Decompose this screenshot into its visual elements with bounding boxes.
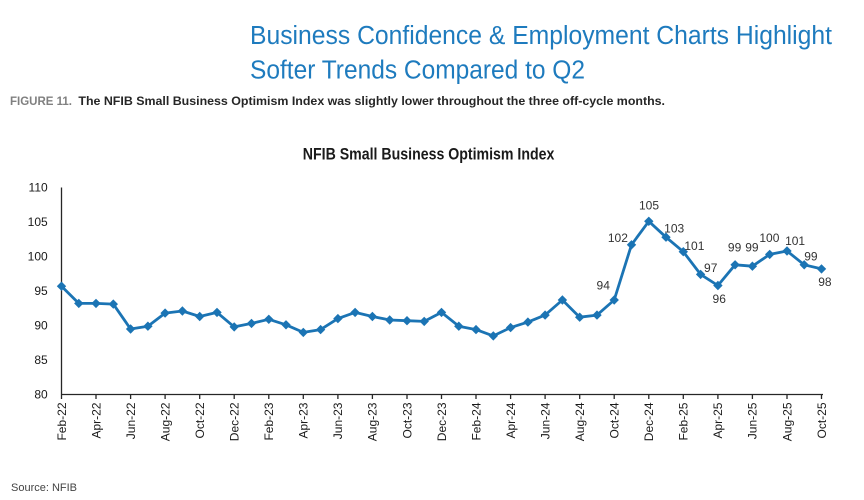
svg-text:Aug-25: Aug-25	[780, 402, 794, 441]
svg-text:100: 100	[759, 231, 779, 245]
svg-text:85: 85	[34, 353, 48, 367]
svg-text:Apr-25: Apr-25	[711, 402, 725, 438]
svg-text:Feb-24: Feb-24	[469, 402, 483, 440]
svg-text:Dec-22: Dec-22	[228, 402, 242, 441]
svg-text:94: 94	[597, 279, 611, 293]
svg-text:Apr-23: Apr-23	[297, 402, 311, 438]
svg-text:Source: NFIB: Source: NFIB	[11, 482, 77, 494]
svg-text:Apr-24: Apr-24	[504, 402, 518, 438]
svg-text:Feb-25: Feb-25	[677, 402, 691, 440]
svg-text:Feb-23: Feb-23	[262, 402, 276, 440]
svg-text:Business Confidence & Employme: Business Confidence & Employment Charts …	[250, 20, 833, 50]
svg-text:99: 99	[745, 241, 759, 255]
svg-text:98: 98	[818, 275, 832, 289]
svg-text:Oct-25: Oct-25	[815, 402, 829, 438]
svg-text:Oct-23: Oct-23	[400, 402, 414, 438]
svg-text:Aug-24: Aug-24	[573, 402, 587, 441]
svg-text:105: 105	[639, 199, 659, 213]
svg-text:Jun-22: Jun-22	[124, 402, 138, 439]
svg-text:110: 110	[29, 181, 48, 195]
svg-text:101: 101	[785, 234, 805, 248]
svg-text:Softer Trends Compared to Q2: Softer Trends Compared to Q2	[250, 55, 585, 85]
svg-text:Dec-23: Dec-23	[435, 402, 449, 441]
svg-text:90: 90	[34, 319, 48, 333]
svg-text:The NFIB Small Business Optimi: The NFIB Small Business Optimism Index w…	[78, 94, 665, 108]
svg-text:Jun-25: Jun-25	[746, 402, 760, 439]
svg-text:99: 99	[804, 250, 818, 264]
svg-text:96: 96	[713, 292, 727, 306]
svg-text:Oct-22: Oct-22	[193, 402, 207, 438]
svg-text:Aug-23: Aug-23	[366, 402, 380, 441]
svg-text:80: 80	[34, 388, 48, 402]
svg-text:Apr-22: Apr-22	[89, 402, 103, 438]
svg-text:95: 95	[34, 284, 48, 298]
svg-text:Feb-22: Feb-22	[55, 402, 69, 440]
svg-text:Jun-24: Jun-24	[538, 402, 552, 439]
svg-text:Aug-22: Aug-22	[158, 402, 172, 441]
svg-text:97: 97	[704, 261, 718, 275]
svg-text:100: 100	[28, 250, 48, 264]
svg-text:102: 102	[608, 231, 628, 245]
svg-text:99: 99	[728, 241, 742, 255]
svg-text:Oct-24: Oct-24	[608, 402, 622, 438]
svg-text:FIGURE 11.: FIGURE 11.	[10, 94, 72, 108]
svg-text:Jun-23: Jun-23	[331, 402, 345, 439]
svg-text:101: 101	[684, 239, 704, 253]
svg-text:105: 105	[28, 215, 48, 229]
svg-text:Dec-24: Dec-24	[642, 402, 656, 441]
svg-text:NFIB Small Business Optimism I: NFIB Small Business Optimism Index	[303, 146, 555, 164]
svg-text:103: 103	[664, 222, 684, 236]
